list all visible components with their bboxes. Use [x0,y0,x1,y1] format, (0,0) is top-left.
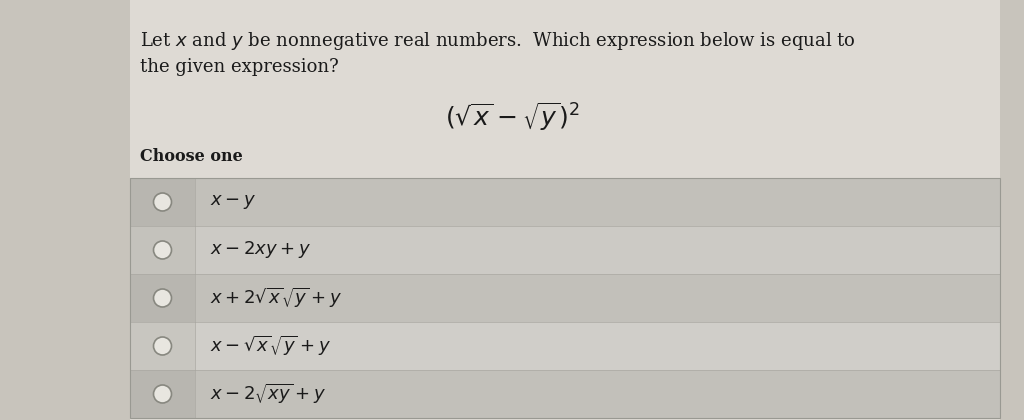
Circle shape [154,385,171,403]
Circle shape [154,241,171,259]
Bar [130,226,195,274]
Bar [130,370,195,418]
Bar [195,178,1000,226]
Bar [130,0,1000,420]
Text: $x - y$: $x - y$ [210,193,256,211]
Bar [130,274,195,322]
Bar [130,322,195,370]
Circle shape [154,337,171,355]
Circle shape [154,289,171,307]
Bar [195,370,1000,418]
Text: $x - \sqrt{x}\sqrt{y} + y$: $x - \sqrt{x}\sqrt{y} + y$ [210,334,331,358]
Text: $x + 2\sqrt{x}\sqrt{y} + y$: $x + 2\sqrt{x}\sqrt{y} + y$ [210,286,342,310]
Text: $x - 2xy + y$: $x - 2xy + y$ [210,239,311,260]
Bar [195,226,1000,274]
Bar [130,178,195,226]
Text: Let $x$ and $y$ be nonnegative real numbers.  Which expression below is equal to: Let $x$ and $y$ be nonnegative real numb… [140,30,856,52]
Bar [130,178,1000,418]
Bar [0,0,130,420]
Text: the given expression?: the given expression? [140,58,339,76]
Bar [195,322,1000,370]
Bar [195,274,1000,322]
Text: $(\sqrt{x} - \sqrt{y})^2$: $(\sqrt{x} - \sqrt{y})^2$ [444,100,580,133]
Text: Choose one: Choose one [140,148,243,165]
Bar [1000,0,1024,420]
Text: $x - 2\sqrt{xy} + y$: $x - 2\sqrt{xy} + y$ [210,382,327,406]
Bar [0,0,1024,8]
Circle shape [154,193,171,211]
